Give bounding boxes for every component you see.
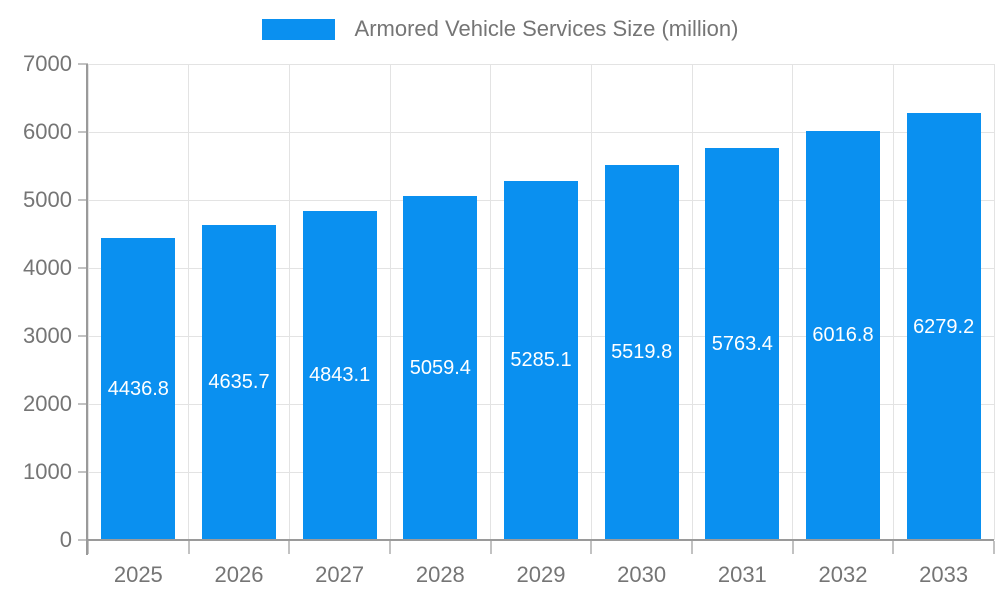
gridline-vertical [288, 64, 290, 540]
y-tick-label: 4000 [23, 255, 72, 280]
gridline-vertical [87, 64, 89, 540]
gridline-horizontal [88, 131, 994, 133]
bar [302, 210, 377, 540]
x-tick-label: 2026 [214, 562, 264, 587]
bar [806, 130, 880, 540]
gridline-vertical [389, 64, 391, 540]
bar [504, 180, 578, 540]
bar-value-label: 5763.4 [711, 333, 773, 356]
bar [202, 224, 276, 540]
bar-value-label: 5519.8 [611, 341, 673, 364]
x-axis-tick [389, 541, 391, 554]
x-axis-tick [489, 541, 492, 554]
x-axis-tick [791, 541, 794, 554]
y-axis-tick [78, 63, 88, 65]
y-tick-label: 7000 [23, 51, 72, 76]
y-tick-label: 5000 [23, 187, 72, 212]
y-tick-label: 2000 [23, 391, 72, 416]
bar [403, 195, 478, 540]
bar-value-label: 5059.4 [409, 356, 471, 379]
y-axis-tick [78, 403, 88, 405]
x-axis-tick [691, 541, 693, 554]
bar-value-label: 4843.1 [309, 364, 371, 387]
gridline-horizontal [88, 63, 994, 65]
x-tick-label: 2029 [516, 562, 566, 587]
x-axis-tick [87, 541, 89, 554]
gridline-vertical [691, 64, 693, 540]
x-tick-label: 2033 [919, 562, 969, 587]
x-tick-label: 2032 [818, 562, 868, 587]
bar [705, 148, 780, 540]
bar-value-label: 4635.7 [208, 371, 270, 394]
y-axis-tick [78, 335, 88, 337]
y-tick-label: 0 [59, 527, 72, 552]
bar-value-label: 4436.8 [107, 378, 169, 401]
y-axis-line [86, 64, 88, 555]
x-axis-line [86, 539, 994, 541]
bar [906, 113, 981, 540]
y-tick-label: 6000 [23, 119, 72, 144]
gridline-vertical [993, 64, 995, 540]
bar-value-label: 5285.1 [510, 349, 572, 372]
legend-label[interactable]: Armored Vehicle Services Size (million) [354, 16, 739, 41]
y-axis-tick [78, 199, 88, 201]
y-axis-tick [78, 539, 88, 541]
bar-value-label: 6016.8 [812, 324, 874, 347]
bar-value-label: 6279.2 [913, 315, 975, 338]
y-tick-label: 3000 [23, 323, 72, 348]
gridline-vertical [490, 64, 492, 540]
x-axis-tick [187, 541, 190, 554]
gridline-vertical [188, 64, 190, 540]
x-tick-label: 2027 [315, 562, 365, 587]
y-axis-tick [78, 267, 88, 269]
x-tick-label: 2031 [717, 562, 767, 587]
x-axis-tick [590, 541, 593, 554]
gridline-vertical [792, 64, 794, 540]
x-axis-tick [993, 541, 995, 554]
x-tick-label: 2030 [617, 562, 667, 587]
y-tick-label: 1000 [23, 459, 72, 484]
legend-swatch[interactable] [261, 18, 335, 40]
x-tick-label: 2028 [415, 562, 465, 587]
x-axis-tick [892, 541, 895, 554]
legend: Armored Vehicle Services Size (million) [0, 16, 1000, 42]
x-axis-tick [288, 541, 291, 554]
gridline-vertical [590, 64, 592, 540]
gridline-vertical [892, 64, 894, 540]
y-axis-tick [78, 471, 88, 473]
bar [604, 164, 679, 540]
y-axis-tick [78, 131, 88, 133]
bar [101, 238, 176, 540]
x-tick-label: 2025 [113, 562, 163, 587]
